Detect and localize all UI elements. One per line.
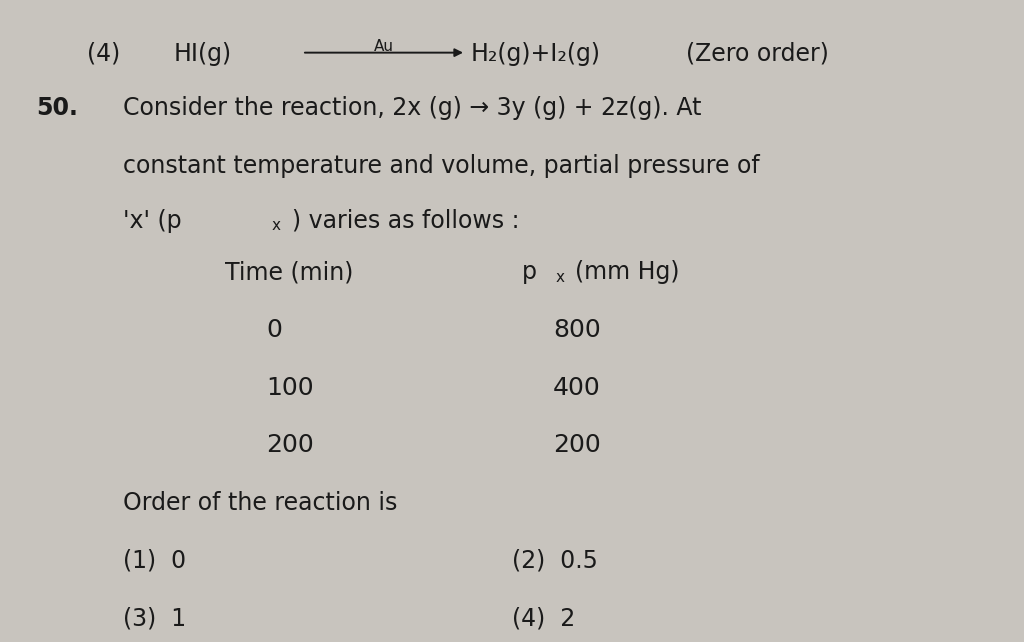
Text: (mm Hg): (mm Hg) — [575, 260, 680, 284]
Text: HI(g): HI(g) — [174, 42, 232, 65]
Text: 200: 200 — [266, 433, 314, 457]
Text: (3)  1: (3) 1 — [123, 607, 186, 630]
Text: Consider the reaction, 2x (g) → 3y (g) + 2z(g). At: Consider the reaction, 2x (g) → 3y (g) +… — [123, 96, 701, 120]
Text: (1)  0: (1) 0 — [123, 549, 186, 573]
Text: Au: Au — [374, 39, 394, 53]
Text: 400: 400 — [553, 376, 601, 399]
Text: 50.: 50. — [36, 96, 78, 120]
Text: x: x — [271, 218, 281, 233]
Text: 0: 0 — [266, 318, 283, 342]
Text: Order of the reaction is: Order of the reaction is — [123, 491, 397, 515]
Text: x: x — [556, 270, 565, 284]
Text: 100: 100 — [266, 376, 314, 399]
Text: (4)  2: (4) 2 — [512, 607, 575, 630]
Text: p: p — [522, 260, 538, 284]
Text: H₂(g)+I₂(g): H₂(g)+I₂(g) — [471, 42, 601, 65]
Text: 800: 800 — [553, 318, 601, 342]
Text: ) varies as follows :: ) varies as follows : — [292, 209, 519, 232]
Text: Time (min): Time (min) — [225, 260, 353, 284]
Text: 'x' (p: 'x' (p — [123, 209, 181, 232]
Text: (2)  0.5: (2) 0.5 — [512, 549, 598, 573]
Text: (4): (4) — [87, 42, 120, 65]
Text: constant temperature and volume, partial pressure of: constant temperature and volume, partial… — [123, 154, 760, 178]
Text: 200: 200 — [553, 433, 601, 457]
Text: (Zero order): (Zero order) — [686, 42, 829, 65]
